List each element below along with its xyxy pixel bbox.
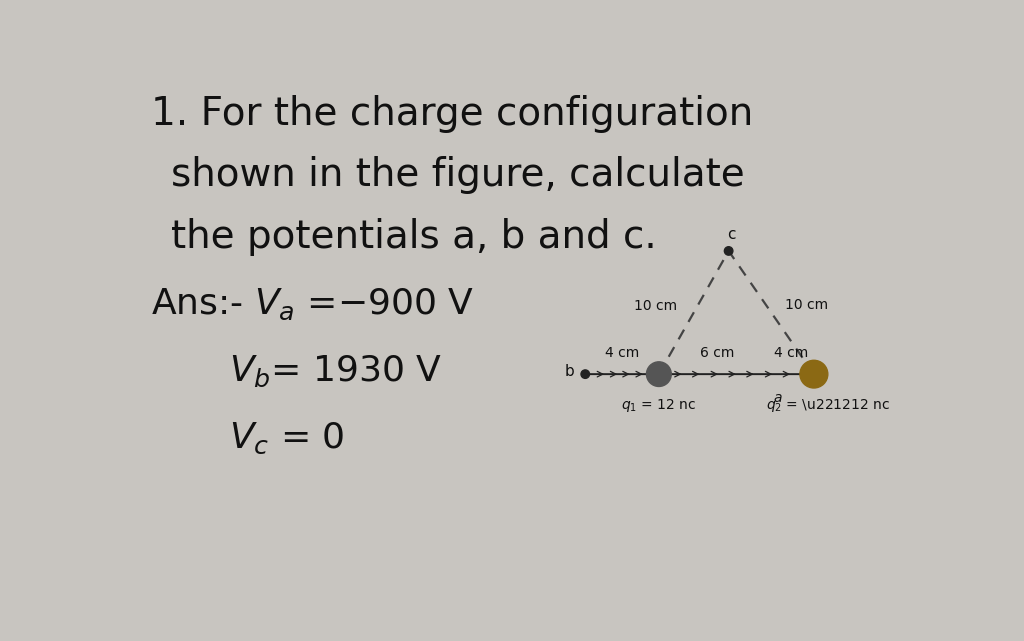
Text: shown in the figure, calculate: shown in the figure, calculate — [171, 156, 744, 194]
Text: c: c — [727, 227, 736, 242]
Text: 4 cm: 4 cm — [773, 346, 808, 360]
Text: 1. For the charge configuration: 1. For the charge configuration — [152, 95, 754, 133]
Text: $V_b$= 1930 V: $V_b$= 1930 V — [228, 353, 442, 388]
Text: 10 cm: 10 cm — [634, 299, 677, 313]
Text: 4 cm: 4 cm — [605, 346, 639, 360]
Text: a: a — [773, 391, 781, 405]
Text: Ans:- $V_a$ =−900 V: Ans:- $V_a$ =−900 V — [152, 287, 474, 322]
Circle shape — [646, 362, 672, 387]
Text: $q_2$ = \u221212 nc: $q_2$ = \u221212 nc — [766, 397, 890, 414]
Text: $V_c$ = 0: $V_c$ = 0 — [228, 420, 344, 456]
Text: 6 cm: 6 cm — [699, 346, 734, 360]
Text: $q_1$ = 12 nc: $q_1$ = 12 nc — [622, 397, 696, 414]
Circle shape — [581, 370, 590, 378]
Text: b: b — [564, 363, 574, 379]
Text: the potentials a, b and c.: the potentials a, b and c. — [171, 218, 656, 256]
Text: 10 cm: 10 cm — [785, 298, 828, 312]
Circle shape — [800, 360, 827, 388]
Circle shape — [724, 247, 733, 255]
